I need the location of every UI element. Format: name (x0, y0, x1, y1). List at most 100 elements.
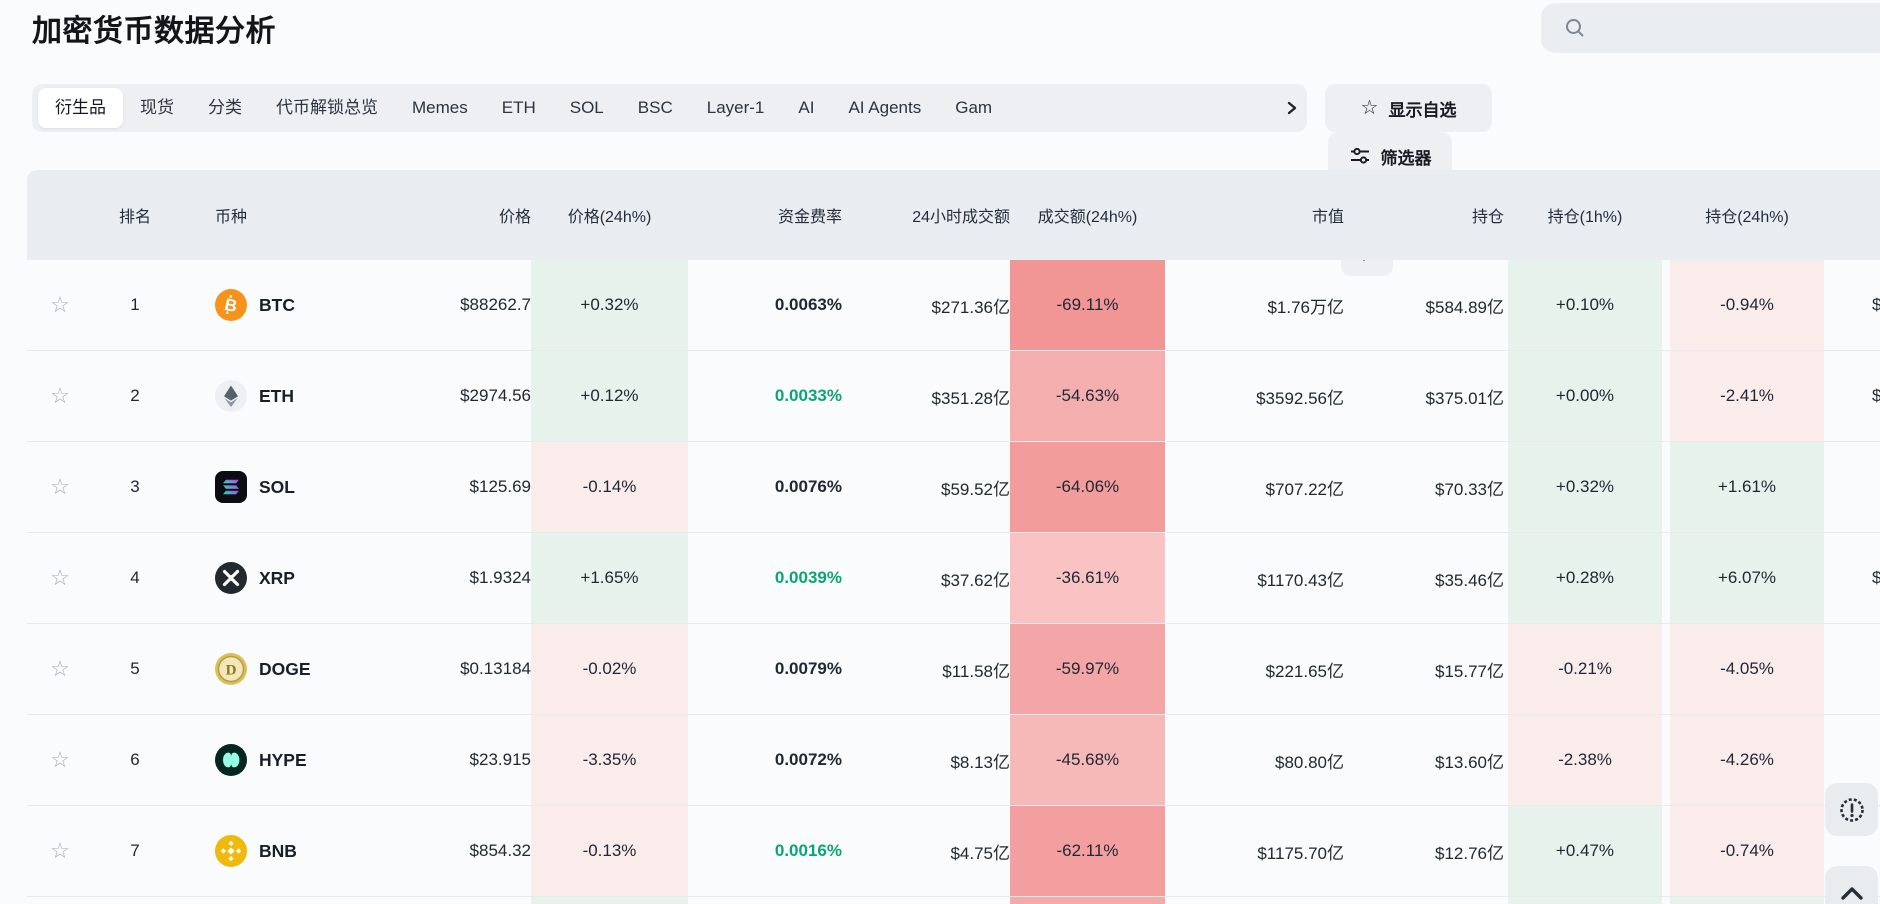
cell-open-interest: $12.76亿 (1435, 843, 1504, 863)
toolbar: 衍生品 现货 分类 代币解锁总览 Memes ETH SOL BSC Layer-1 AI AI A… (32, 84, 1492, 276)
cell-funding-rate: 0.0072% (774, 750, 842, 769)
show-favorites-button[interactable]: ☆ 显示自选 (1325, 84, 1492, 132)
cell-coin[interactable]: HYPE (177, 715, 335, 805)
cell-volume-24h: $271.36亿 (931, 297, 1010, 317)
star-icon: ☆ (1360, 97, 1379, 119)
cell-price-change-24h: -3.35% (531, 715, 688, 805)
partial-cell (177, 897, 335, 904)
tab-token-unlock[interactable]: 代币解锁总览 (276, 98, 378, 117)
col-header-oi24h[interactable]: 持仓(24h%) (1705, 209, 1789, 226)
table-row-eth[interactable]: ☆ 2 ETH $2974.56 +0.12% 0.0033% $351.28亿 -54.63… (27, 351, 1880, 442)
doge-icon: D (215, 653, 247, 685)
table-row-bnb[interactable]: ☆ 7 BNB $854.32 -0.13% 0.0016% $4.75亿 -62.11% $1… (27, 806, 1880, 897)
cell-rank: 1 (130, 295, 140, 314)
cell-coin[interactable]: XRP (177, 533, 335, 623)
cell-coin[interactable]: BNB (177, 806, 335, 896)
table-row-sol[interactable]: ☆ 3 SOL $125.69 -0.14% 0.0076% $59.52亿 -64.06% $… (27, 442, 1880, 533)
cell-price: $125.69 (469, 477, 531, 496)
cell-price: $854.32 (469, 841, 531, 860)
cell-coin[interactable]: B BTC (177, 260, 335, 350)
cell-coin[interactable]: SOL (177, 442, 335, 532)
tab-categories[interactable]: 分类 (208, 98, 242, 117)
coin-symbol: DOGE (259, 658, 311, 679)
cell-market-cap: $1175.70亿 (1257, 843, 1344, 863)
table-row-btc[interactable]: ☆ 1 B BTC $88262.7 +0.32% 0.0063% $271.36亿 -69.1… (27, 260, 1880, 351)
cell-price-change-24h: -0.13% (531, 806, 688, 896)
tab-memes[interactable]: Memes (412, 98, 468, 117)
cell-funding-rate: 0.0016% (774, 841, 842, 860)
cell-price: $88262.7 (460, 295, 531, 314)
tab-eth[interactable]: ETH (501, 98, 536, 117)
col-header-chg24[interactable]: 价格(24h%) (567, 209, 652, 226)
tabs-scroll-right-icon[interactable] (1281, 84, 1303, 132)
category-tabs: 衍生品 现货 分类 代币解锁总览 Memes ETH SOL BSC Layer-1 AI AI A… (32, 84, 1307, 132)
cell-volume-change-24h: -64.06% (1010, 442, 1165, 532)
col-header-volchg[interactable]: 成交额(24h%) (1037, 209, 1138, 226)
table-row-doge[interactable]: ☆ 5 D DOGE $0.13184 -0.02% 0.0079% $11.58亿 -59.9… (27, 624, 1880, 715)
chevron-up-icon (1840, 886, 1863, 900)
tab-sol[interactable]: SOL (569, 98, 604, 117)
cell-open-interest-change-1h: +0.47% (1508, 806, 1662, 896)
feedback-badge-button[interactable] (1825, 783, 1878, 836)
cell-open-interest-change-1h: -2.38% (1508, 715, 1662, 805)
col-header-mcap[interactable]: 市值 (1311, 209, 1344, 226)
partial-cell (27, 897, 93, 904)
cell-funding-rate: 0.0076% (774, 477, 842, 496)
cell-rank: 7 (130, 841, 140, 860)
eth-icon (215, 380, 247, 412)
cell-open-interest-change-24h: -4.05% (1670, 624, 1824, 714)
cell-open-interest-change-1h: +0.00% (1508, 351, 1662, 441)
tab-derivatives[interactable]: 衍生品 (38, 88, 123, 128)
col-header-rank[interactable]: 排名 (118, 209, 151, 226)
favorite-star-icon[interactable]: ☆ (50, 656, 70, 681)
show-favorites-button-label: 显示自选 (1388, 100, 1457, 120)
partial-cell (1010, 897, 1165, 904)
tab-gaming[interactable]: Gam (955, 98, 993, 117)
tab-bsc[interactable]: BSC (637, 98, 673, 117)
tab-ai-agents[interactable]: AI Agents (848, 98, 922, 117)
favorite-star-icon[interactable]: ☆ (50, 383, 70, 408)
col-header-vol[interactable]: 24小时成交额 (912, 209, 1010, 226)
cell-coin[interactable]: ETH (177, 351, 335, 441)
svg-text:B: B (223, 295, 239, 316)
col-header-oi1h[interactable]: 持仓(1h%) (1547, 209, 1623, 226)
cell-rank: 6 (130, 750, 140, 769)
cell-open-interest-change-1h: -0.21% (1508, 624, 1662, 714)
col-header-coin[interactable]: 币种 (215, 209, 248, 226)
cell-open-interest-change-1h: +0.10% (1508, 260, 1662, 350)
cell-market-cap: $1170.43亿 (1257, 570, 1344, 590)
favorite-star-icon[interactable]: ☆ (50, 747, 70, 772)
favorite-star-icon[interactable]: ☆ (50, 838, 70, 863)
cell-open-interest-change-24h: -2.41% (1670, 351, 1824, 441)
favorite-star-icon[interactable]: ☆ (50, 292, 70, 317)
favorite-star-icon[interactable]: ☆ (50, 474, 70, 499)
col-header-price[interactable]: 价格 (498, 209, 531, 226)
cell-open-interest: $584.89亿 (1425, 297, 1504, 317)
cell-clipped-next-column: $5 (1872, 386, 1880, 405)
partial-cell (531, 897, 688, 904)
back-to-top-button[interactable] (1825, 866, 1878, 904)
search-input[interactable] (1541, 3, 1880, 53)
coin-symbol: BNB (259, 840, 297, 861)
table-row-hype[interactable]: ☆ 6 HYPE $23.915 -3.35% 0.0072% $8.13亿 -45.68% $… (27, 715, 1880, 806)
cell-volume-24h: $4.75亿 (950, 843, 1010, 863)
favorite-star-icon[interactable]: ☆ (50, 565, 70, 590)
market-table: 排名 币种 价格 价格(24h%) 资金费率 24小时成交额 成交额(24h%) 市值 持仓 持仓… (27, 170, 1880, 904)
col-header-funding[interactable]: 资金费率 (777, 209, 842, 226)
page-title: 加密货币数据分析 (32, 15, 276, 48)
partial-cell (1508, 897, 1662, 904)
table-row-xrp[interactable]: ☆ 4 XRP $1.9324 +1.65% 0.0039% $37.62亿 -36.61% $… (27, 533, 1880, 624)
cell-clipped-next-column: $5 (1872, 295, 1880, 314)
tab-spot[interactable]: 现货 (140, 98, 174, 117)
cell-market-cap: $3592.56亿 (1256, 388, 1344, 408)
cell-coin[interactable]: D DOGE (177, 624, 335, 714)
table-row-partial (27, 897, 1880, 904)
tab-ai[interactable]: AI (798, 98, 815, 117)
tab-layer-1[interactable]: Layer-1 (706, 98, 765, 117)
coin-symbol: BTC (259, 294, 295, 315)
col-header-oi[interactable]: 持仓 (1471, 209, 1504, 226)
partial-cell (1670, 897, 1824, 904)
cell-open-interest-change-24h: -4.26% (1670, 715, 1824, 805)
cell-favorite: ☆ (27, 351, 93, 441)
